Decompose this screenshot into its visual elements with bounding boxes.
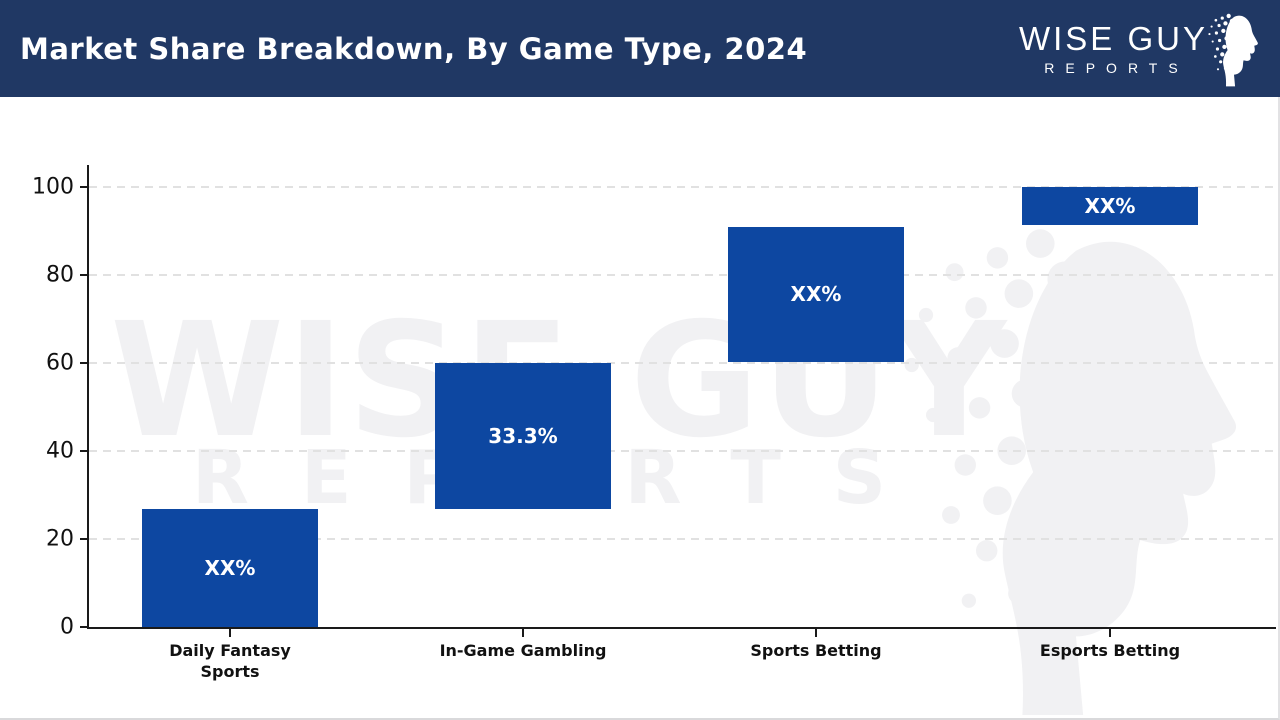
- wiseguy-face-icon: [1208, 13, 1258, 86]
- x-tick: [522, 629, 524, 637]
- waterfall-bar: XX%: [1022, 187, 1198, 225]
- logo-subtitle: REPORTS: [1044, 59, 1189, 76]
- y-tick-label: 100: [32, 174, 74, 200]
- y-tick: [80, 450, 89, 452]
- y-tick-label: 20: [46, 526, 74, 552]
- y-tick: [80, 186, 89, 188]
- y-tick: [80, 362, 89, 364]
- y-axis-line: [87, 165, 89, 629]
- bar-value-label: 33.3%: [488, 424, 558, 449]
- y-gridline: [89, 538, 1276, 540]
- y-gridline: [89, 274, 1276, 276]
- wiseguy-logo-text: WISE GUY REPORTS: [1018, 20, 1208, 76]
- waterfall-bar: XX%: [142, 509, 318, 627]
- bar-value-label: XX%: [1084, 193, 1136, 218]
- waterfall-bar: XX%: [728, 226, 904, 362]
- logo-wordmark: WISE GUY: [1018, 20, 1208, 58]
- y-gridline: [89, 362, 1276, 364]
- x-tick-label: In-Game Gambling: [439, 641, 607, 660]
- y-tick-label: 80: [46, 262, 74, 288]
- waterfall-bar: 33.3%: [435, 363, 611, 510]
- page-title: Market Share Breakdown, By Game Type, 20…: [20, 31, 808, 66]
- header-banner: Market Share Breakdown, By Game Type, 20…: [0, 0, 1280, 97]
- bar-value-label: XX%: [204, 556, 256, 581]
- y-tick-label: 0: [60, 614, 74, 640]
- x-axis-line: [87, 627, 1276, 629]
- bar-value-label: XX%: [790, 282, 842, 307]
- x-tick: [815, 629, 817, 637]
- watermark-face-icon: [904, 229, 1236, 715]
- y-tick-label: 60: [46, 350, 74, 376]
- x-tick-label: Esports Betting: [1039, 641, 1181, 660]
- y-gridline: [89, 186, 1276, 188]
- wiseguy-logo: WISE GUY REPORTS: [1019, 10, 1266, 88]
- x-tick-label: Sports Betting: [750, 641, 882, 660]
- x-tick-label: Daily Fantasy Sports: [169, 641, 291, 681]
- y-tick: [80, 626, 89, 628]
- y-tick: [80, 538, 89, 540]
- x-tick: [1109, 629, 1111, 637]
- y-tick: [80, 274, 89, 276]
- y-gridline: [89, 450, 1276, 452]
- x-tick: [229, 629, 231, 637]
- y-tick-label: 40: [46, 438, 74, 464]
